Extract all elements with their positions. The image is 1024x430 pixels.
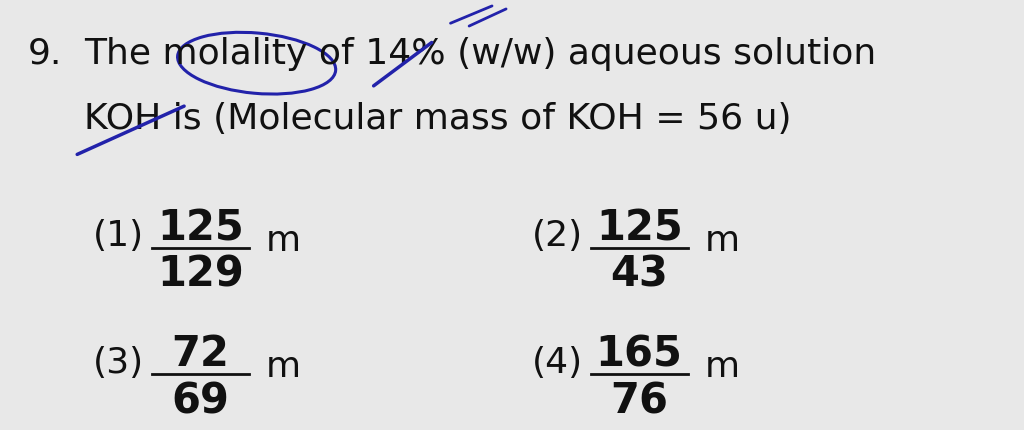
Text: 69: 69 [172, 380, 229, 422]
Text: 165: 165 [596, 333, 683, 375]
Text: (3): (3) [93, 346, 144, 380]
Text: 9.: 9. [28, 37, 62, 71]
Text: m: m [266, 224, 301, 258]
Text: 125: 125 [158, 207, 244, 249]
Text: The molality of 14% (w/w) aqueous solution: The molality of 14% (w/w) aqueous soluti… [84, 37, 877, 71]
Text: 125: 125 [596, 207, 683, 249]
Text: m: m [266, 350, 301, 384]
Text: (1): (1) [93, 219, 144, 253]
Text: 72: 72 [172, 333, 229, 375]
Text: m: m [705, 350, 739, 384]
Text: KOH is (Molecular mass of KOH = 56 u): KOH is (Molecular mass of KOH = 56 u) [84, 102, 792, 136]
Text: 129: 129 [158, 254, 244, 296]
Text: (2): (2) [531, 219, 583, 253]
Text: m: m [705, 224, 739, 258]
Text: 76: 76 [610, 380, 669, 422]
Text: (4): (4) [531, 346, 583, 380]
Text: 43: 43 [610, 254, 669, 296]
